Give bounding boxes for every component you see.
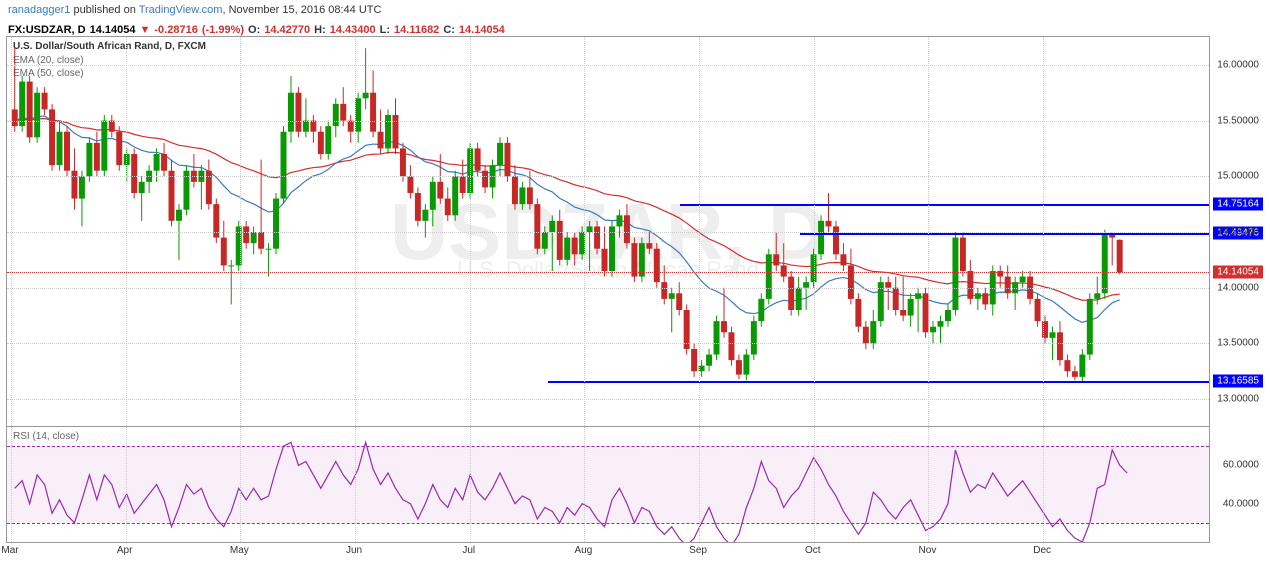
x-axis: MarAprMayJunJulAugSepOctNovDec: [6, 545, 1210, 561]
publish-header: ranadagger1 published on TradingView.com…: [0, 0, 1270, 20]
main-chart[interactable]: USDZAR, D U.S. Dollar/South African Rand…: [7, 37, 1209, 427]
site-link[interactable]: TradingView.com: [139, 4, 223, 16]
rsi-chart[interactable]: RSI (14, close): [7, 427, 1209, 542]
ticker-symbol: FX:USDZAR, D: [8, 24, 86, 36]
ticker-c: 14.14054: [459, 24, 505, 36]
ticker-h: 14.43400: [330, 24, 376, 36]
author-link[interactable]: ranadagger1: [8, 4, 70, 16]
ticker-change: -0.28716: [154, 24, 197, 36]
ticker-price: 14.14054: [90, 24, 136, 36]
ticker-o: 14.42770: [264, 24, 310, 36]
y-axis-main: 13.0000013.5000014.0000014.5000015.00000…: [1209, 37, 1263, 427]
ticker-change-pct: (-1.99%): [202, 24, 244, 36]
rsi-svg: [7, 427, 1209, 542]
chart-area[interactable]: USDZAR, D U.S. Dollar/South African Rand…: [6, 36, 1210, 543]
ticker-l: 14.11682: [394, 24, 439, 36]
y-axis-rsi: 40.000060.0000: [1209, 427, 1263, 542]
down-arrow-icon: ▼: [140, 24, 151, 36]
